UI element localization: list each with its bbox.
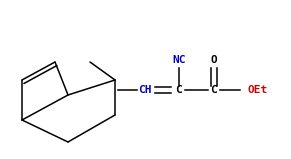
Text: OEt: OEt xyxy=(248,85,268,95)
Text: O: O xyxy=(211,55,217,65)
Text: C: C xyxy=(211,85,217,95)
Text: NC: NC xyxy=(172,55,186,65)
Text: CH: CH xyxy=(138,85,152,95)
Text: C: C xyxy=(176,85,182,95)
